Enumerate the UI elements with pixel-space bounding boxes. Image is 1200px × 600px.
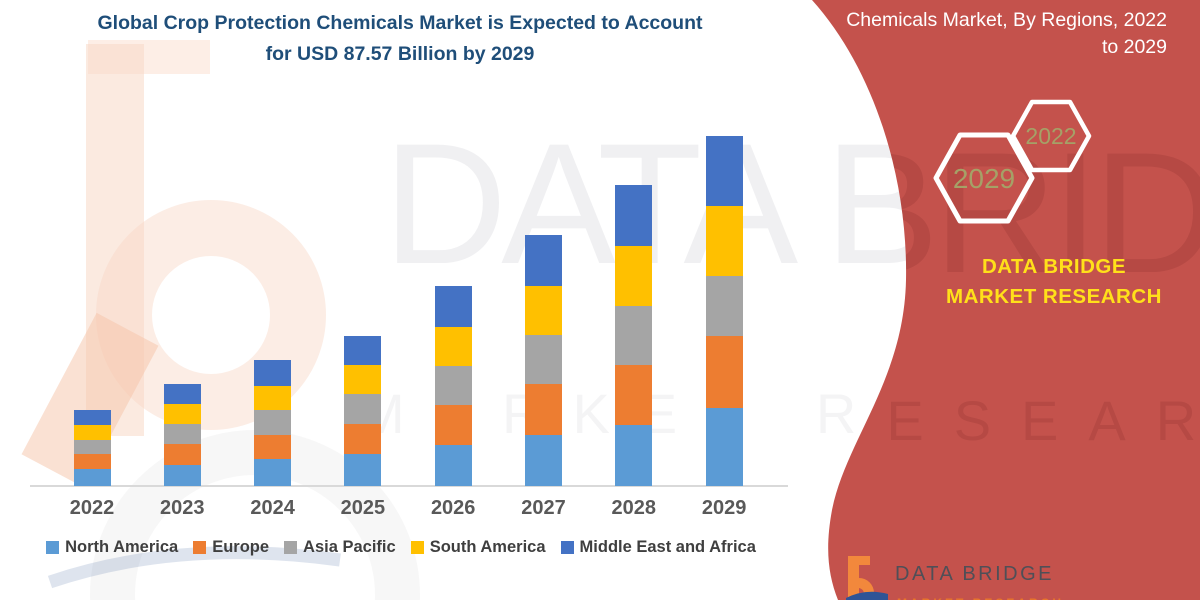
year-hexagons: 2029 2022 — [933, 99, 1092, 224]
bar-segment-middle-east-and-africa — [705, 135, 743, 206]
legend-item-europe: Europe — [193, 538, 269, 557]
bar-segment-south-america — [615, 246, 653, 307]
legend-label: South America — [429, 538, 546, 556]
footer-logo-icon — [846, 556, 888, 600]
legend-swatch — [560, 541, 574, 554]
bar-column-2028 — [615, 184, 653, 486]
legend-swatch — [410, 541, 424, 554]
bar-segment-middle-east-and-africa — [615, 184, 653, 247]
x-tick-label: 2026 — [430, 497, 476, 519]
bar-column-2026 — [434, 286, 472, 486]
bar-segment-south-america — [254, 386, 292, 410]
bar-segment-europe — [163, 444, 201, 466]
bar-segment-north-america — [525, 434, 562, 486]
x-tick-label: 2025 — [340, 497, 386, 519]
x-tick-label: 2024 — [250, 497, 295, 519]
bar-segment-europe — [73, 453, 111, 469]
bar-segment-north-america — [705, 407, 743, 486]
side-panel-heading: Chemicals Market, By Regions, 2022 to 20… — [846, 9, 1167, 58]
x-tick-label: 2029 — [701, 497, 747, 519]
legend-label: Middle East and Africa — [579, 538, 756, 556]
legend-label: Europe — [212, 538, 270, 556]
hexagon-2022-label: 2022 — [1025, 123, 1076, 149]
bar-column-2022 — [73, 409, 111, 486]
x-tick-label: 2022 — [69, 497, 115, 519]
bar-segment-north-america — [434, 444, 472, 486]
bar-segment-north-america — [254, 458, 292, 486]
bar-segment-asia-pacific — [344, 394, 382, 425]
bar-segment-middle-east-and-africa — [344, 335, 382, 365]
bar-segment-north-america — [163, 465, 201, 486]
bar-segment-north-america — [615, 425, 653, 486]
legend-item-north-america: North America — [46, 538, 178, 557]
brand-name-text: DATA BRIDGE MARKET RESEARCH — [946, 255, 1162, 308]
bar-segment-south-america — [344, 364, 382, 395]
x-tick-label: 2028 — [611, 497, 657, 519]
bar-segment-asia-pacific — [434, 366, 472, 406]
bar-column-2025 — [344, 335, 382, 486]
bar-segment-europe — [254, 434, 292, 459]
red-panel-shape — [812, 0, 1200, 600]
bar-segment-asia-pacific — [525, 334, 562, 385]
bar-segment-asia-pacific — [73, 439, 111, 454]
bar-segment-middle-east-and-africa — [73, 409, 111, 426]
bar-segment-asia-pacific — [615, 306, 653, 366]
bar-segment-asia-pacific — [163, 424, 201, 445]
bar-segment-south-america — [163, 404, 201, 425]
bar-segment-europe — [344, 424, 382, 455]
bar-column-2023 — [163, 384, 201, 486]
bar-column-2029 — [705, 135, 743, 486]
bar-segment-asia-pacific — [254, 409, 292, 435]
footer-logo-subline: MARKET RESEARCH — [897, 596, 1064, 600]
bar-segment-south-america — [705, 205, 743, 277]
legend-label: North America — [65, 538, 179, 556]
legend-item-south-america: South America — [410, 538, 546, 557]
bar-segment-middle-east-and-africa — [525, 234, 562, 287]
bar-segment-middle-east-and-africa — [254, 359, 292, 387]
x-axis-line — [30, 485, 788, 487]
legend-label: Asia Pacific — [303, 538, 396, 556]
chart-legend: North America Europe Asia Pacific South Ame… — [15, 538, 787, 557]
bar-segment-north-america — [344, 454, 382, 486]
bar-segment-asia-pacific — [705, 276, 743, 337]
legend-item-middle-east-and-africa: Middle East and Africa — [560, 538, 756, 557]
bar-segment-south-america — [525, 286, 562, 335]
bar-column-2027 — [525, 234, 562, 486]
bar-segment-middle-east-and-africa — [434, 286, 472, 327]
bar-segment-europe — [615, 365, 653, 426]
bar-segment-south-america — [434, 326, 472, 367]
bar-segment-europe — [705, 336, 743, 408]
bar-segment-south-america — [73, 425, 111, 440]
page-title: Global Crop Protection Chemicals Market … — [97, 12, 703, 65]
legend-item-asia-pacific: Asia Pacific — [284, 538, 396, 557]
legend-swatch — [46, 541, 60, 554]
x-tick-label: 2023 — [160, 497, 205, 519]
hexagon-2029-label: 2029 — [953, 163, 1015, 194]
bar-segment-europe — [525, 384, 562, 435]
footer-logo-wordmark: DATA BRIDGE — [895, 563, 1055, 585]
bar-segment-middle-east-and-africa — [163, 384, 201, 405]
hexagon-2029 — [933, 132, 1035, 224]
bar-segment-europe — [434, 405, 472, 445]
legend-swatch — [193, 541, 207, 554]
bar-column-2024 — [254, 359, 292, 486]
watermark-text-on-red: MARKET RESEARCH — [358, 389, 1200, 452]
x-tick-label: 2027 — [521, 497, 566, 519]
bar-segment-north-america — [73, 468, 111, 486]
legend-swatch — [284, 541, 298, 554]
hexagon-2022 — [1010, 99, 1092, 173]
